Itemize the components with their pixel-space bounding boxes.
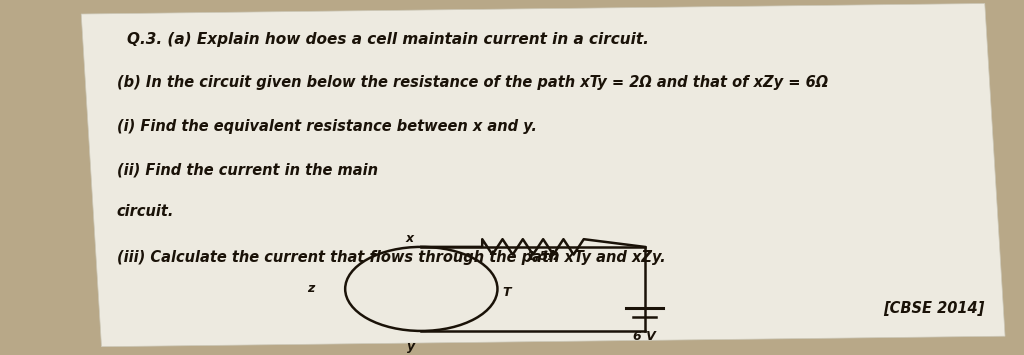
- Text: y: y: [408, 340, 415, 353]
- Text: z: z: [307, 283, 314, 295]
- Text: [CBSE 2014]: [CBSE 2014]: [884, 301, 984, 316]
- Text: (iii) Calculate the current that flows through the path xTy and xZy.: (iii) Calculate the current that flows t…: [117, 250, 666, 266]
- Text: Q.3. (a) Explain how does a cell maintain current in a circuit.: Q.3. (a) Explain how does a cell maintai…: [127, 32, 649, 47]
- Text: x: x: [406, 232, 414, 245]
- Text: (b) In the circuit given below the resistance of the path xTy = 2Ω and that of x: (b) In the circuit given below the resis…: [117, 75, 827, 90]
- Text: T: T: [503, 286, 511, 299]
- Text: 6 V: 6 V: [633, 330, 656, 343]
- Polygon shape: [81, 4, 1006, 347]
- Text: (i) Find the equivalent resistance between x and y.: (i) Find the equivalent resistance betwe…: [117, 119, 537, 134]
- Text: (ii) Find the current in the main: (ii) Find the current in the main: [117, 163, 378, 178]
- Text: 1.5Ω: 1.5Ω: [526, 250, 559, 263]
- Text: circuit.: circuit.: [117, 204, 174, 219]
